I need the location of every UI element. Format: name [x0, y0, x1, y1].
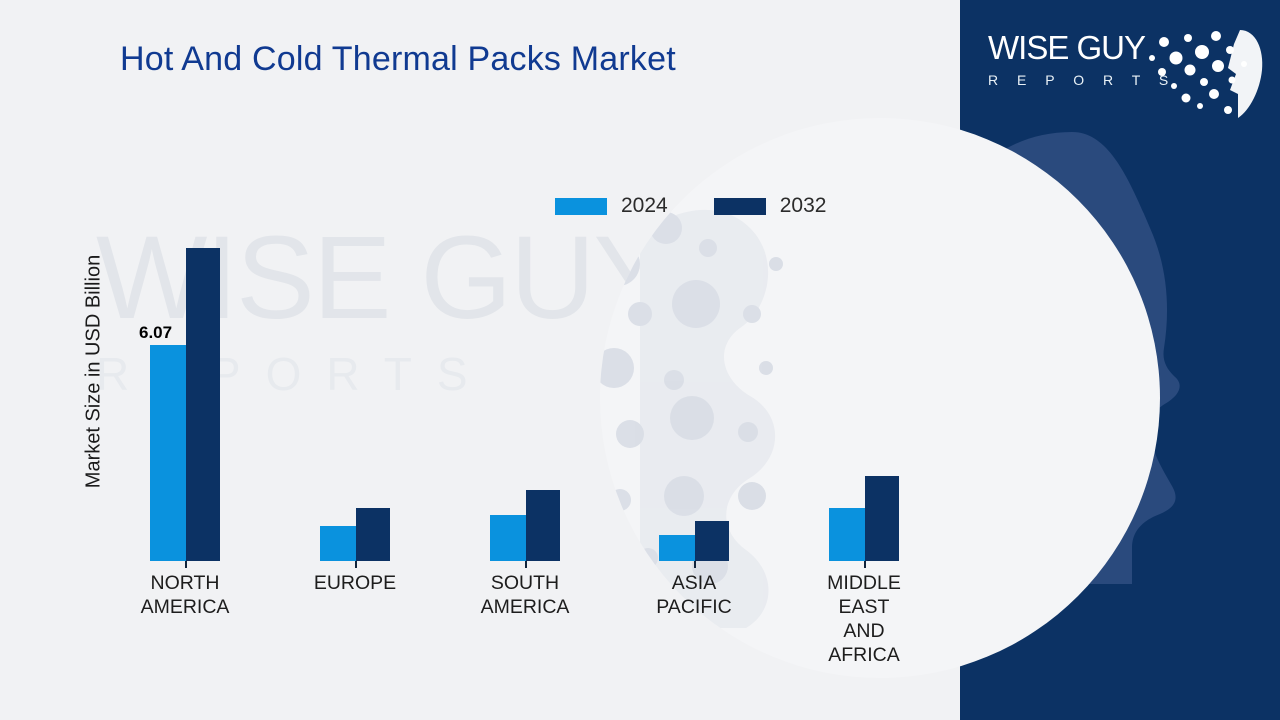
bar-group: MIDDLE EAST AND AFRICA — [827, 161, 901, 666]
brand-logo: WISE GUY R E P O R T S — [988, 28, 1263, 120]
logo-wordmark: WISE GUY — [988, 29, 1146, 66]
bar-chart-plot: NORTH AMERICA 6.07 EUROPE SOUTH AMERICA ASIA PA… — [139, 161, 901, 666]
category-label: MIDDLE EAST AND AFRICA — [827, 572, 901, 666]
bar-2032[interactable] — [695, 521, 729, 561]
bar-value-label: 6.07 — [139, 323, 173, 342]
bar-2024[interactable] — [490, 515, 526, 561]
bar-2024[interactable] — [150, 345, 186, 561]
bar-group: SOUTH AMERICA — [481, 161, 569, 618]
axis-tick — [185, 561, 187, 568]
bar-group: NORTH AMERICA 6.07 — [139, 161, 229, 618]
logo-dot-pattern-icon — [1149, 30, 1263, 118]
legend-item-2024[interactable]: 2024 — [555, 194, 668, 218]
bar-2032[interactable] — [865, 476, 899, 561]
bar-2032[interactable] — [356, 508, 390, 561]
axis-tick — [694, 561, 696, 568]
bar-2024[interactable] — [320, 526, 356, 561]
circle-dot-pattern-icon — [600, 209, 783, 628]
page-title: Hot And Cold Thermal Packs Market — [120, 40, 676, 78]
bar-2032[interactable] — [186, 248, 220, 561]
bar-2024[interactable] — [829, 508, 865, 561]
legend-label-2032: 2032 — [779, 194, 827, 217]
chart-legend: 2024 2032 — [555, 194, 826, 218]
axis-tick — [525, 561, 527, 568]
legend-item-2032[interactable]: 2032 — [713, 194, 827, 218]
category-label: SOUTH AMERICA — [480, 572, 570, 618]
bar-2032[interactable] — [526, 490, 560, 561]
bar-group: EUROPE — [314, 161, 396, 594]
axis-tick — [355, 561, 357, 568]
category-label: NORTH AMERICA — [140, 572, 230, 618]
category-label: EUROPE — [313, 572, 397, 594]
legend-label-2024: 2024 — [621, 194, 668, 217]
legend-swatch-2024 — [555, 197, 607, 215]
bar-group: ASIA PACIFIC — [656, 161, 732, 618]
logo-subtitle: R E P O R T S — [988, 72, 1176, 88]
legend-swatch-2032 — [713, 197, 766, 215]
axis-tick — [864, 561, 866, 568]
category-label: ASIA PACIFIC — [656, 572, 732, 618]
bar-2024[interactable] — [659, 535, 695, 561]
y-axis-label: Market Size in USD Billion — [82, 254, 105, 489]
